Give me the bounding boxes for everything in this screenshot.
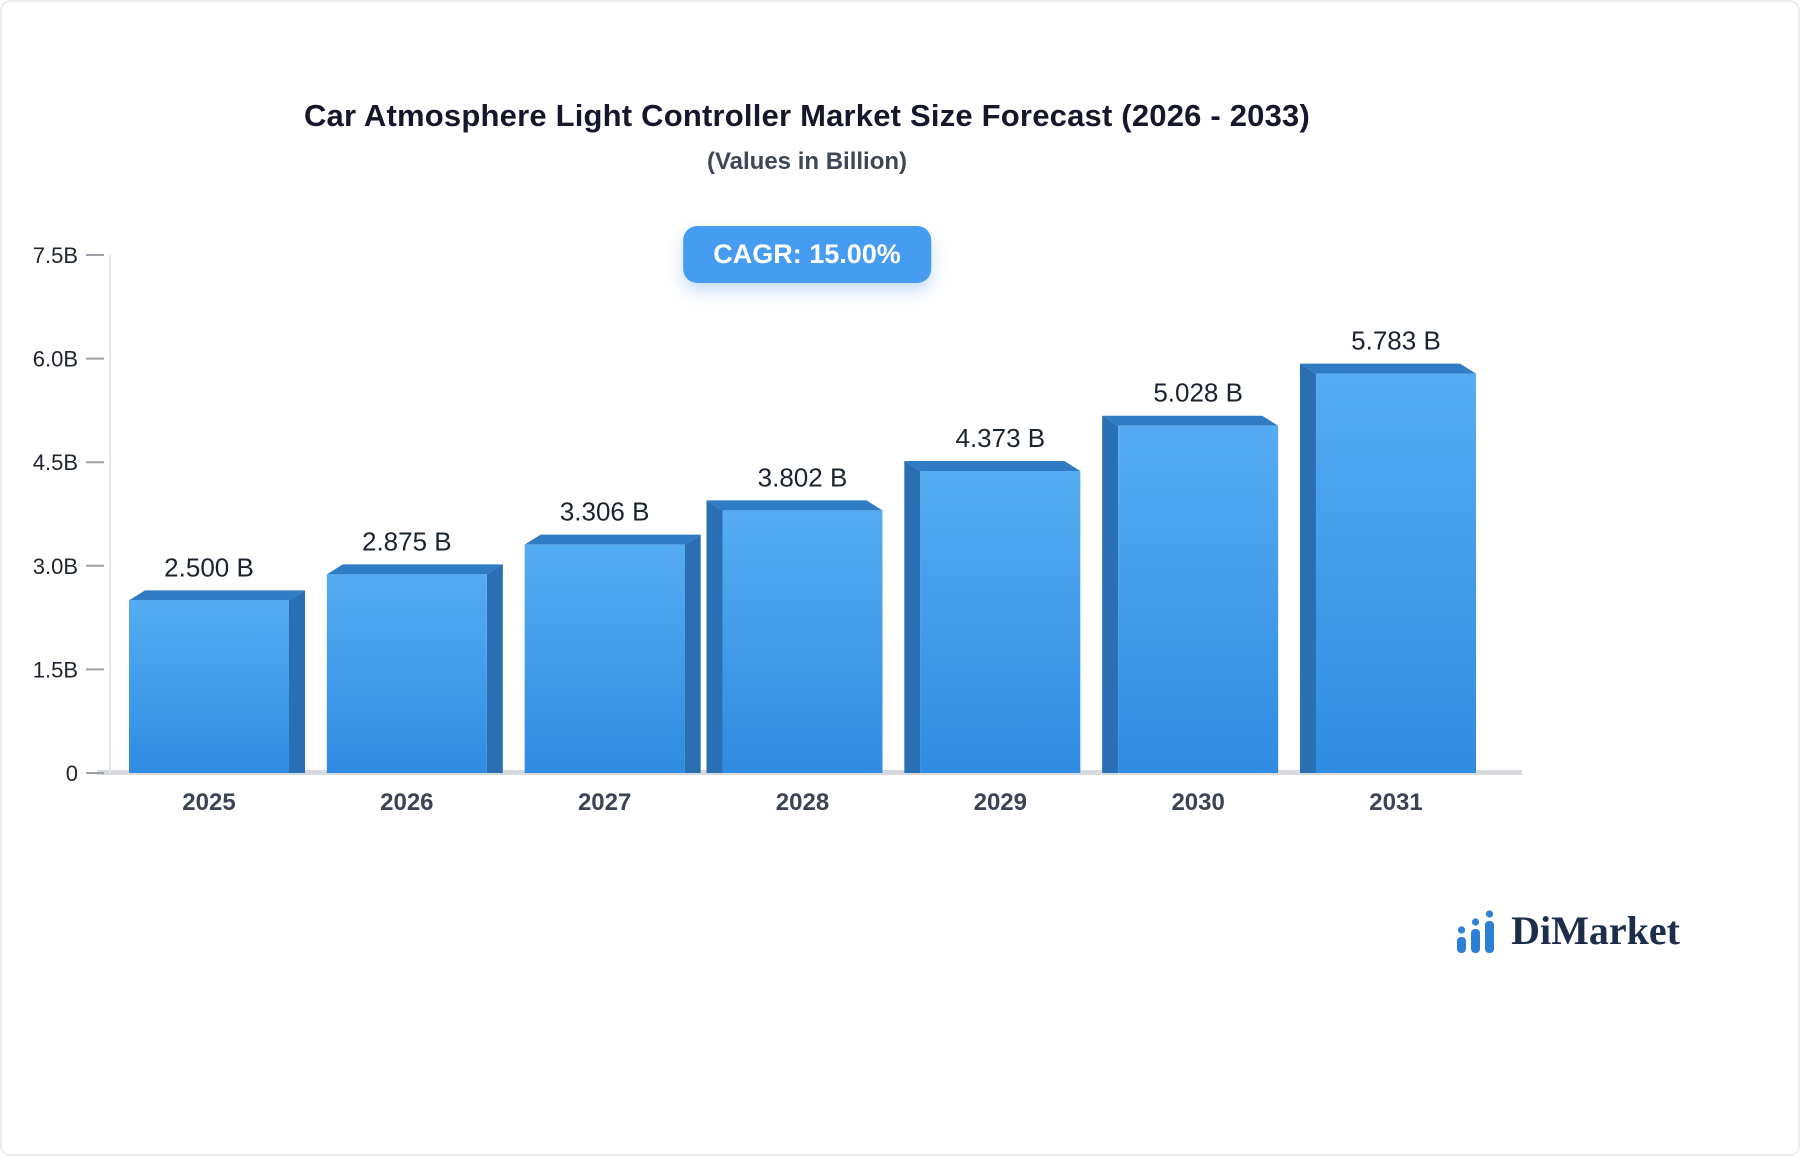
x-category-label: 2029	[974, 789, 1027, 816]
y-tick-label: 7.5B	[33, 243, 78, 268]
bar	[722, 510, 883, 773]
bar-top-face	[524, 534, 701, 545]
x-category-label: 2026	[380, 789, 433, 816]
logo-dot	[1486, 909, 1494, 918]
x-category-label: 2025	[182, 789, 235, 816]
chart-subtitle: (Values in Billion)	[706, 148, 908, 175]
bar-top-face	[1102, 415, 1279, 426]
y-tick-label: 6.0B	[33, 347, 78, 372]
bar-top-face	[706, 500, 883, 511]
bar-side-face	[684, 534, 701, 773]
logo-bar	[1457, 936, 1467, 953]
bar-side-face	[904, 460, 921, 773]
y-tick-label: 4.5B	[33, 450, 78, 475]
bar-top-face	[326, 564, 503, 575]
bar	[524, 544, 685, 773]
bar-side-face	[1102, 415, 1119, 773]
bar-value-label: 4.373 B	[955, 423, 1045, 453]
bar-top-face	[1299, 363, 1476, 374]
bar-side-face	[1299, 363, 1316, 773]
bar-top-face	[904, 460, 1081, 471]
bar-value-label: 5.028 B	[1153, 378, 1243, 408]
bar	[326, 574, 487, 773]
x-category-label: 2027	[578, 789, 631, 816]
logo-bar	[1485, 920, 1495, 953]
bar-value-label: 3.802 B	[758, 462, 848, 492]
x-category-label: 2028	[776, 789, 829, 816]
bar	[1118, 425, 1279, 773]
logo-dot	[1472, 917, 1480, 926]
chart-title: Car Atmosphere Light Controller Market S…	[303, 98, 1311, 133]
cagr-badge: CAGR: 15.00%	[683, 226, 931, 283]
brand-logo: DiMarket	[1453, 907, 1680, 954]
bar-value-label: 5.783 B	[1351, 326, 1441, 356]
y-tick-label: 0	[66, 761, 78, 786]
bar-value-label: 2.500 B	[164, 552, 254, 582]
bar	[129, 600, 289, 773]
x-category-label: 2031	[1369, 789, 1422, 816]
bar-chart-logo-icon	[1457, 909, 1495, 953]
bar	[920, 470, 1081, 773]
bar-side-face	[289, 590, 305, 773]
y-tick-label: 1.5B	[33, 657, 78, 682]
y-tick-label: 3.0B	[33, 554, 78, 579]
bar-value-label: 3.306 B	[560, 497, 650, 527]
bar	[1315, 373, 1476, 773]
logo-bar	[1471, 928, 1481, 953]
chart-header: Car Atmosphere Light Controller Market S…	[2, 2, 1612, 176]
bar-top-face	[129, 590, 305, 601]
bar-side-face	[706, 500, 723, 773]
bar-side-face	[486, 564, 503, 773]
bar-value-label: 2.875 B	[362, 526, 452, 556]
x-category-label: 2030	[1171, 789, 1224, 816]
brand-logo-text: DiMarket	[1511, 908, 1680, 953]
logo-dot	[1458, 925, 1466, 934]
